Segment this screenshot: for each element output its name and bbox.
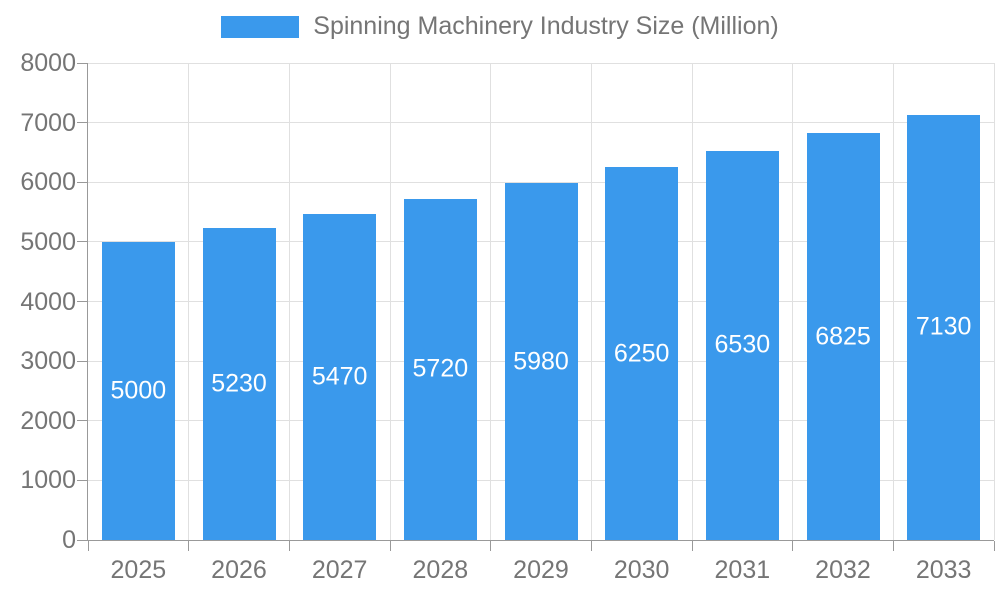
x-tick-mark [188, 541, 190, 551]
y-axis-tick-label: 6000 [20, 168, 76, 197]
x-axis-tick-label: 2026 [211, 556, 267, 584]
x-tick-mark [288, 541, 290, 551]
y-axis-tick-label: 5000 [20, 227, 76, 256]
bar-2029[interactable]: 5980 [504, 183, 578, 540]
x-tick-mark [590, 541, 592, 551]
bar-value-label: 5980 [513, 347, 569, 376]
x-tick-mark [87, 541, 89, 551]
bar-value-label: 5230 [211, 369, 267, 398]
gridline-x-boundary [691, 63, 693, 540]
x-tick-mark [389, 541, 391, 551]
x-axis-labels: 2025 2026 2027 2028 2029 2030 2031 2032 2033 [88, 558, 994, 590]
x-tick-mark [490, 541, 492, 551]
bar-2026[interactable]: 5230 [202, 228, 276, 540]
y-axis-tick-label: 1000 [20, 466, 76, 495]
bar-2033[interactable]: 7130 [907, 114, 981, 540]
gridline-x-boundary [892, 63, 894, 540]
bar-value-label: 5720 [412, 354, 469, 383]
gridline-x-boundary [490, 63, 492, 540]
plot-area: 5000 5230 5470 5720 5980 6250 6530 6825 7130 [77, 62, 995, 551]
gridline-x-boundary [590, 63, 592, 540]
bar-value-label: 5000 [110, 376, 167, 405]
x-tick-mark [691, 541, 693, 551]
x-axis-tick-label: 2027 [311, 556, 368, 584]
x-tick-mark [993, 541, 995, 551]
x-tick-mark [892, 541, 894, 551]
bar-2025[interactable]: 5000 [101, 241, 175, 540]
bar-2028[interactable]: 5720 [403, 198, 477, 540]
bar-value-label: 6250 [613, 339, 670, 368]
x-axis-tick-label: 2031 [714, 556, 771, 584]
gridline-x-boundary [389, 63, 391, 540]
bar-value-label: 6530 [714, 330, 771, 359]
x-tick-mark [792, 541, 794, 551]
bar-value-label: 7130 [915, 312, 972, 341]
legend-swatch-icon [221, 15, 300, 38]
bar-2032[interactable]: 6825 [806, 133, 880, 540]
x-axis-tick-label: 2029 [513, 556, 569, 584]
y-tick-mark [77, 539, 87, 541]
y-axis-tick-label: 7000 [20, 108, 76, 137]
bar-value-label: 6825 [815, 322, 871, 351]
gridline-y-7000 [88, 122, 994, 124]
y-axis-tick-label: 0 [62, 526, 76, 554]
x-axis-line [87, 540, 994, 541]
gridline-x-boundary [288, 63, 290, 540]
y-tick-mark [77, 420, 87, 422]
gridline-y-6000 [88, 181, 994, 183]
y-axis-tick-label: 3000 [20, 347, 76, 376]
bar-value-label: 5470 [311, 362, 368, 391]
y-axis-labels: 0 1000 2000 3000 4000 5000 6000 7000 8000 [0, 51, 76, 553]
y-axis-tick-label: 8000 [20, 49, 76, 77]
gridline-x-boundary [188, 63, 190, 540]
y-axis-tick-label: 4000 [20, 287, 76, 316]
legend-label: Spinning Machinery Industry Size (Millio… [313, 12, 779, 40]
bar-2030[interactable]: 6250 [605, 167, 679, 540]
bar-2027[interactable]: 5470 [303, 213, 377, 540]
x-axis-tick-label: 2032 [815, 556, 871, 584]
y-axis-line [87, 63, 88, 540]
gridline-x-boundary [993, 63, 995, 540]
y-axis-tick-label: 2000 [20, 406, 76, 435]
y-tick-mark [77, 360, 87, 362]
bar-2031[interactable]: 6530 [705, 150, 779, 540]
gridline-y-8000 [88, 62, 994, 64]
y-tick-mark [77, 122, 87, 124]
y-tick-mark [77, 241, 87, 243]
y-tick-mark [77, 181, 87, 183]
x-axis-tick-label: 2030 [613, 556, 670, 584]
x-axis-tick-label: 2028 [412, 556, 469, 584]
gridline-x-boundary [792, 63, 794, 540]
legend-item[interactable]: Spinning Machinery Industry Size (Millio… [0, 14, 1000, 39]
x-axis-tick-label: 2025 [110, 556, 167, 584]
x-axis-tick-label: 2033 [915, 556, 972, 584]
y-tick-mark [77, 301, 87, 302]
y-tick-mark [77, 479, 87, 481]
y-tick-mark [77, 62, 87, 64]
